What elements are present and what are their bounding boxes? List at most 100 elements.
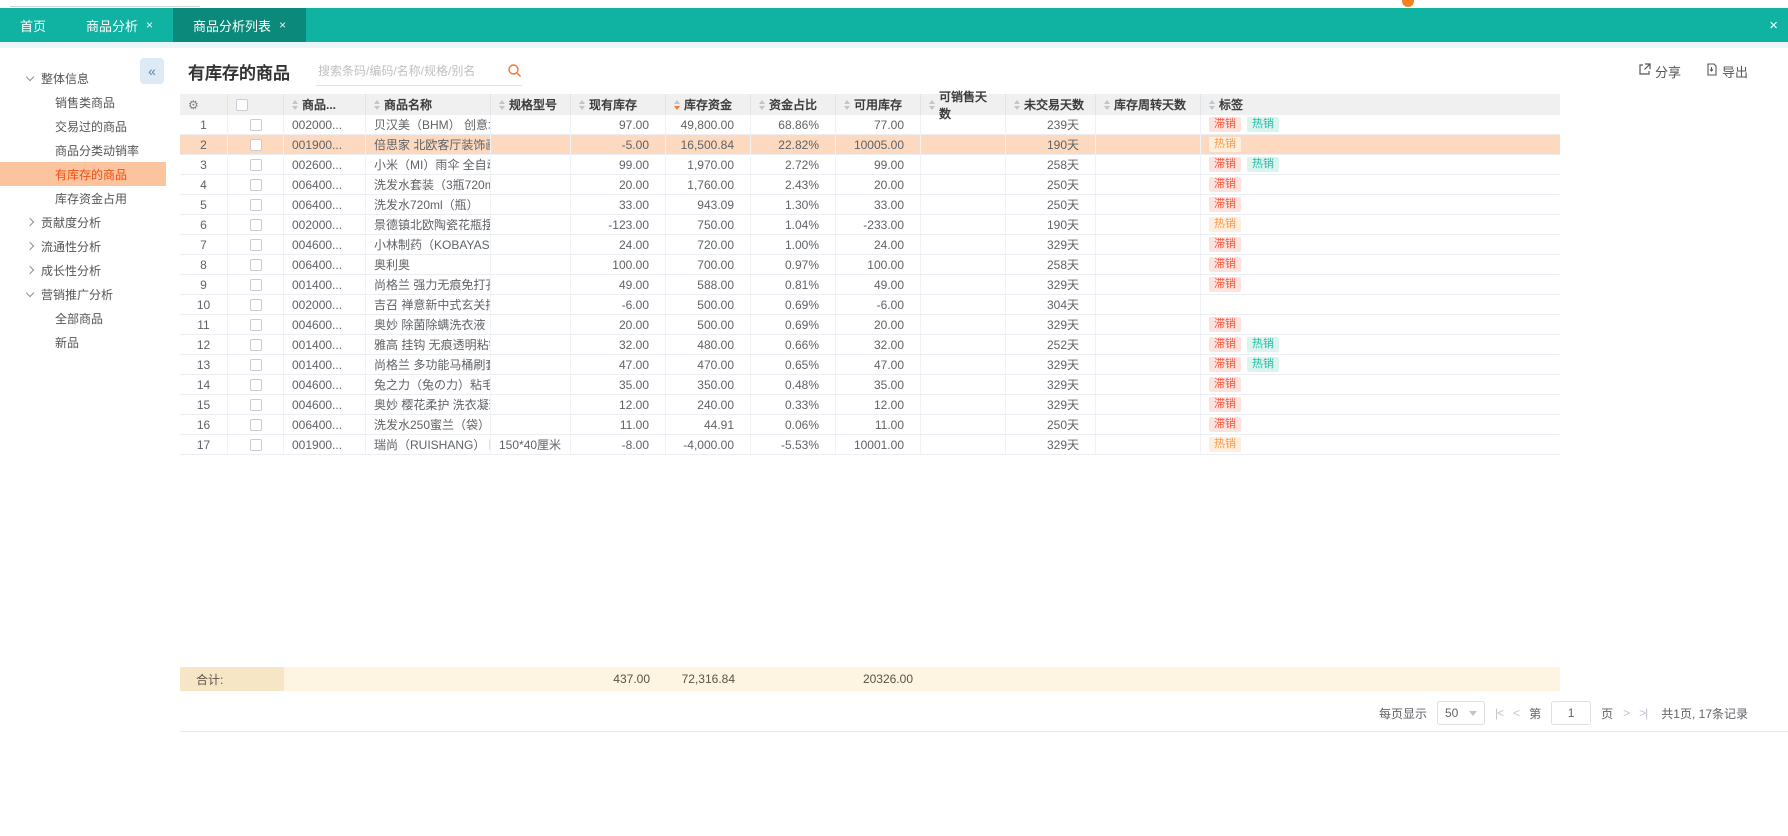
nav-group-流通性分析[interactable]: 流通性分析 <box>0 234 166 258</box>
table-row[interactable]: 1 002000...贝汉美（BHM） 创意北欧客 97.0049,800.0068… <box>180 115 1560 135</box>
column-header-idle_days[interactable]: 未交易天数 <box>1006 94 1096 115</box>
tab-首页[interactable]: 首页 <box>0 8 66 42</box>
column-header-ratio[interactable]: 资金占比 <box>751 94 836 115</box>
column-header-select[interactable] <box>228 94 284 115</box>
sort-icon[interactable] <box>674 99 680 110</box>
table-row[interactable]: 5 006400... 洗发水720ml（瓶） 33.00 943.09 1.30% 33.… <box>180 195 1560 215</box>
select-all-checkbox[interactable] <box>236 98 248 111</box>
table-row[interactable]: 2 001900...倍思家 北欧客厅装饰画卧室 -5.0016,500.8422.… <box>180 135 1560 155</box>
row-checkbox[interactable] <box>249 378 262 391</box>
table-row[interactable]: 17 001900...瑞尚（RUISHANG） 卧室装150*40厘米-8.00… <box>180 435 1560 455</box>
column-header-settings[interactable]: ⚙ <box>180 94 228 115</box>
nav-group-贡献度分析[interactable]: 贡献度分析 <box>0 210 166 234</box>
table-row[interactable]: 6 002000...景德镇北欧陶瓷花瓶摆件 仿 -123.00750.001.04… <box>180 215 1560 235</box>
table-row[interactable]: 11 004600... 奥妙 除菌除螨洗衣液 20.00 500.00 0.69% 20.… <box>180 315 1560 335</box>
nav-item-新品[interactable]: 新品 <box>55 335 80 350</box>
sort-icon[interactable] <box>929 99 935 110</box>
cell-sell_days <box>921 275 1006 294</box>
nav-item-有库存的商品[interactable]: 有库存的商品 <box>0 162 166 186</box>
sort-icon[interactable] <box>844 99 850 110</box>
cell-tags: 滞销 热销 <box>1201 335 1560 354</box>
row-checkbox[interactable] <box>249 138 262 151</box>
page-number-input[interactable] <box>1551 701 1592 725</box>
row-checkbox[interactable] <box>249 298 262 311</box>
share-button[interactable]: 分享 <box>1638 62 1681 81</box>
table-row[interactable]: 8 006400... 奥利奥 100.00 700.00 0.97% 100.00 258天… <box>180 255 1560 275</box>
tab-商品分析列表[interactable]: 商品分析列表 × <box>173 8 307 42</box>
row-checkbox[interactable] <box>249 358 262 371</box>
sort-icon[interactable] <box>1104 99 1110 110</box>
sort-icon[interactable] <box>292 99 298 110</box>
tab-close-icon[interactable]: × <box>146 18 154 32</box>
row-checkbox[interactable] <box>249 178 262 191</box>
tab-close-icon[interactable]: × <box>279 18 287 32</box>
tab-商品分析[interactable]: 商品分析 × <box>66 8 173 42</box>
column-header-turnover_days[interactable]: 库存周转天数 <box>1096 94 1201 115</box>
table-row[interactable]: 16 006400... 洗发水250蜜兰（袋） 11.00 44.91 0.06% 11.… <box>180 415 1560 435</box>
table-row[interactable]: 4006400...洗发水套装（3瓶720ml+1瓶20.001,760.002… <box>180 175 1560 195</box>
column-header-available[interactable]: 可用库存 <box>836 94 921 115</box>
cell-idle_days: 258天 <box>1006 155 1096 174</box>
table-row[interactable]: 7004600...小林制药（KOBAYASHI）E24.00720.001.0… <box>180 235 1560 255</box>
nav-group-营销推广分析[interactable]: 营销推广分析 <box>0 282 166 306</box>
nav-item-库存资金占用[interactable]: 库存资金占用 <box>55 191 128 206</box>
search-icon[interactable] <box>507 63 522 78</box>
topbar-close-icon[interactable]: × <box>1769 16 1778 34</box>
nav-item-全部商品[interactable]: 全部商品 <box>55 311 104 326</box>
sort-icon[interactable] <box>1014 99 1020 110</box>
column-header-code[interactable]: 商品... <box>284 94 366 115</box>
search-input[interactable] <box>316 62 507 79</box>
row-checkbox[interactable] <box>249 278 262 291</box>
cell-code: 002000... <box>284 295 366 314</box>
first-page-icon[interactable]: |< <box>1494 706 1504 720</box>
nav-item-销售类商品[interactable]: 销售类商品 <box>55 95 116 110</box>
row-checkbox[interactable] <box>249 158 262 171</box>
per-page-select[interactable]: 50 <box>1436 701 1485 725</box>
pagination-bar: 每页显示 50 |< < 第 页 > >| 共1页, 17条记录 <box>180 701 1788 725</box>
sort-icon[interactable] <box>579 99 585 110</box>
cell-available: 77.00 <box>836 115 921 134</box>
row-checkbox[interactable] <box>249 438 262 451</box>
export-button[interactable]: 导出 <box>1705 62 1748 81</box>
row-checkbox[interactable] <box>249 258 262 271</box>
nav-item-商品分类动销率[interactable]: 商品分类动销率 <box>55 143 140 158</box>
table-row[interactable]: 14004600...兔之力（兔の力）粘毛器粘35.00350.000.48%3… <box>180 375 1560 395</box>
row-checkbox[interactable] <box>249 238 262 251</box>
nav-group-label: 流通性分析 <box>41 239 102 254</box>
sort-icon[interactable] <box>374 99 380 110</box>
sort-icon[interactable] <box>1209 99 1215 110</box>
sort-icon[interactable] <box>499 99 505 110</box>
row-checkbox[interactable] <box>249 218 262 231</box>
nav-group-整体信息[interactable]: 整体信息 <box>0 66 166 90</box>
gear-icon[interactable]: ⚙ <box>188 97 199 112</box>
column-header-fund[interactable]: 库存资金 <box>666 94 751 115</box>
row-checkbox[interactable] <box>249 198 262 211</box>
row-checkbox[interactable] <box>249 118 262 131</box>
last-page-icon[interactable]: >| <box>1639 706 1648 720</box>
column-header-sell_days[interactable]: 可销售天数 <box>921 90 1006 121</box>
column-header-spec[interactable]: 规格型号 <box>491 94 571 115</box>
row-checkbox[interactable] <box>249 418 262 431</box>
nav-item-交易过的商品[interactable]: 交易过的商品 <box>55 119 128 134</box>
row-checkbox[interactable] <box>249 398 262 411</box>
sort-icon[interactable] <box>759 99 765 110</box>
sort-up-icon <box>929 99 935 104</box>
row-checkbox[interactable] <box>249 318 262 331</box>
sidebar-collapse-button[interactable]: « <box>140 58 164 84</box>
prev-page-icon[interactable]: < <box>1513 706 1520 720</box>
row-checkbox[interactable] <box>249 338 262 351</box>
next-page-icon[interactable]: > <box>1623 706 1630 720</box>
column-header-name[interactable]: 商品名称 <box>366 94 491 115</box>
column-header-tags[interactable]: 标签 <box>1201 94 1560 115</box>
top-navigation-bar: 首页 商品分析 × 商品分析列表 × × <box>0 8 1788 42</box>
cell-idle_days: 329天 <box>1006 315 1096 334</box>
nav-group-成长性分析[interactable]: 成长性分析 <box>0 258 166 282</box>
column-header-stock[interactable]: 现有库存 <box>571 94 666 115</box>
